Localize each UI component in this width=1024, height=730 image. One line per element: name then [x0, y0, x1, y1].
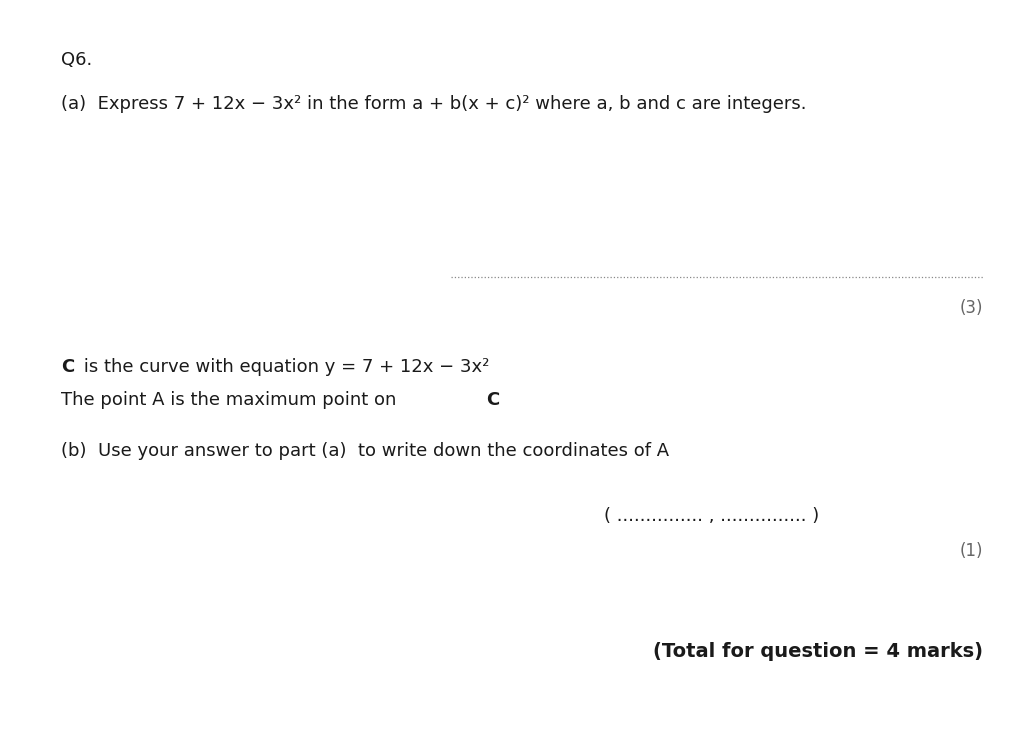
Text: (Total for question = 4 marks): (Total for question = 4 marks) [653, 642, 983, 661]
Text: (1): (1) [959, 542, 983, 560]
Text: C: C [486, 391, 500, 409]
Text: The point A is the maximum point on: The point A is the maximum point on [61, 391, 402, 409]
Text: (3): (3) [959, 299, 983, 318]
Text: Q6.: Q6. [61, 51, 93, 69]
Text: C: C [61, 358, 75, 376]
Text: ( ............... , ............... ): ( ............... , ............... ) [604, 507, 819, 526]
Text: is the curve with equation y = 7 + 12x − 3x²: is the curve with equation y = 7 + 12x −… [78, 358, 489, 376]
Text: (a)  Express 7 + 12x − 3x² in the form a + b(x + c)² where a, b and c are intege: (a) Express 7 + 12x − 3x² in the form a … [61, 95, 807, 113]
Text: (b)  Use your answer to part (a)  to write down the coordinates of A: (b) Use your answer to part (a) to write… [61, 442, 670, 460]
